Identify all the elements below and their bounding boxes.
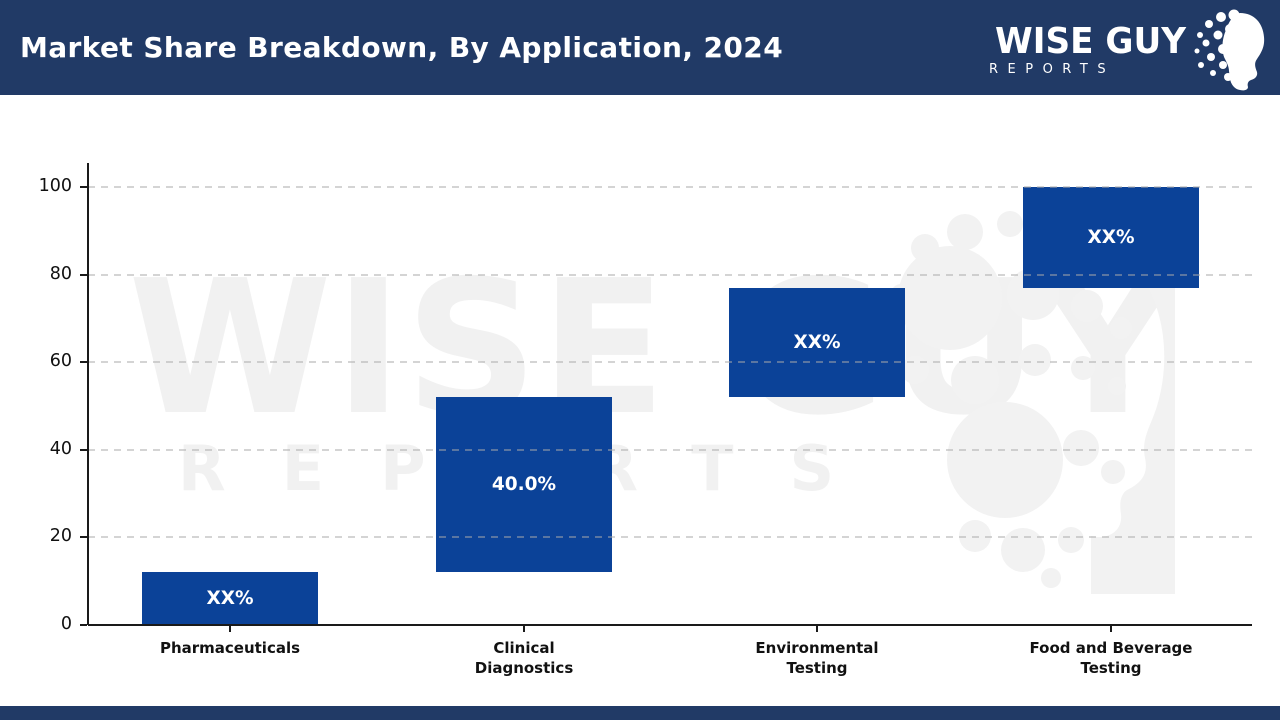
bar-value-label: XX% (1087, 226, 1135, 248)
footer-bar (0, 706, 1280, 720)
y-axis-tick-label: 40 (49, 438, 72, 459)
y-axis-tick-mark (80, 536, 87, 539)
x-axis-tick-mark (816, 625, 818, 632)
gridline (88, 186, 1252, 188)
y-axis-tick-mark (80, 448, 87, 451)
brand-logo-line1: WISE GUY (995, 21, 1186, 62)
brand-logo: WISE GUY REPORTS (985, 9, 1266, 91)
x-axis-category-label: Food and Beverage Testing (1029, 639, 1193, 677)
x-axis-category-label: Environmental Testing (755, 639, 879, 677)
x-axis-tick-mark (1110, 625, 1112, 632)
brand-logo-head-icon (1194, 9, 1265, 91)
gridline (88, 448, 1252, 451)
y-axis-tick-mark (80, 624, 87, 626)
y-axis-tick-label: 20 (49, 526, 72, 547)
header-bar: Market Share Breakdown, By Application, … (0, 0, 1280, 95)
gridline (88, 361, 1252, 364)
y-axis-line (87, 163, 89, 625)
y-axis-tick-mark (80, 361, 87, 364)
y-axis-tick-label: 100 (38, 176, 72, 196)
chart-title: Market Share Breakdown, By Application, … (20, 31, 784, 64)
x-axis-tick-mark (229, 625, 231, 632)
bar-segment: XX% (142, 572, 318, 625)
y-axis-tick-label: 60 (49, 351, 72, 372)
gridline (88, 536, 1252, 539)
y-axis-tick-mark (80, 273, 87, 276)
brand-logo-line2: REPORTS (988, 62, 1116, 77)
y-axis-tick-label: 0 (60, 614, 72, 634)
gridline (88, 273, 1252, 276)
y-axis-tick-label: 80 (49, 263, 72, 284)
bar-value-label: XX% (793, 331, 841, 353)
bar-value-label: 40.0% (491, 474, 557, 496)
bar-segment: 40.0% (436, 397, 612, 573)
x-axis-tick-mark (523, 625, 525, 632)
x-axis-category-label: Clinical Diagnostics (474, 639, 574, 677)
x-axis-line (88, 624, 1252, 626)
y-axis-tick-mark (80, 186, 87, 188)
bar-value-label: XX% (206, 588, 254, 610)
x-axis-category-label: Pharmaceuticals (159, 639, 301, 657)
brand-logo-text: WISE GUY REPORTS (985, 21, 1186, 78)
bar-segment: XX% (729, 287, 905, 398)
